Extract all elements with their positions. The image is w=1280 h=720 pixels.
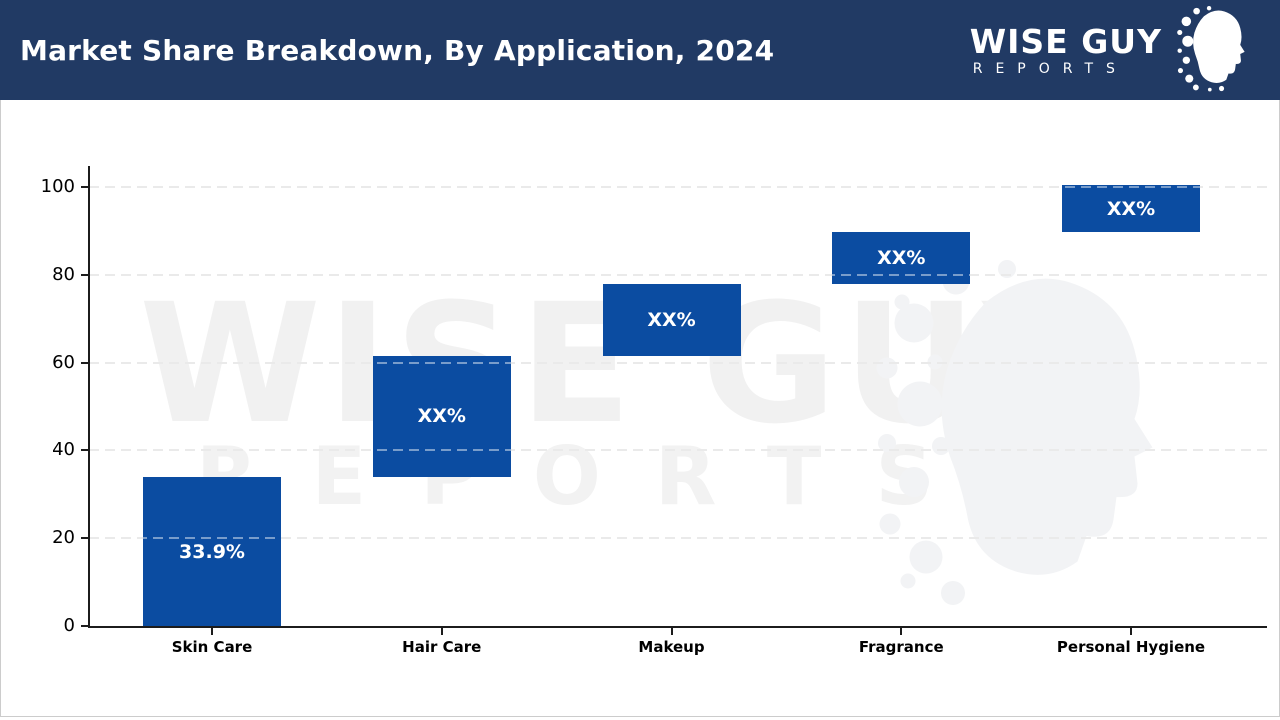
watermark-subtitle: REPORTS	[196, 430, 988, 523]
bar: 33.9%	[143, 477, 281, 626]
logo-head-icon	[1177, 6, 1245, 92]
wiseguy-logo: WISE GUY REPORTS	[970, 0, 1268, 100]
chart-region: WISE GUY REPORTS 0 20 40 60 80 100 33.9% Skin C…	[0, 100, 1280, 717]
y-tick-label: 80	[52, 263, 75, 285]
y-tick-label: 100	[40, 176, 75, 197]
y-axis-tick	[81, 537, 89, 540]
bar-value-label: XX%	[417, 405, 466, 428]
x-axis-tick	[900, 628, 903, 635]
bar-value-label: 33.9%	[179, 540, 245, 563]
bar: XX%	[1062, 185, 1200, 232]
y-axis-tick	[81, 361, 89, 364]
y-axis-tick	[81, 186, 89, 188]
bar: XX%	[832, 231, 971, 285]
watermark-head-icon	[876, 260, 1153, 605]
bar: XX%	[372, 355, 511, 478]
y-axis-tick	[81, 449, 89, 452]
gridline-overlay	[89, 186, 1267, 188]
y-axis-tick	[81, 273, 89, 276]
gridline	[89, 449, 1267, 452]
plot-area: 0 20 40 60 80 100 33.9% Skin Care XX% Hair Care XX…	[1, 100, 1279, 716]
bar-value-label: XX%	[647, 309, 696, 331]
y-tick-label: 20	[52, 527, 75, 549]
x-axis-tick	[670, 628, 673, 635]
x-category-label: Hair Care	[402, 638, 482, 656]
x-category-label: Personal Hygiene	[1056, 638, 1206, 656]
logo-subtitle: REPORTS	[972, 60, 1128, 77]
y-tick-label: 60	[52, 351, 75, 373]
bar-value-label: XX%	[1106, 197, 1156, 220]
bar-value-label: XX%	[877, 247, 926, 270]
x-axis-tick	[1130, 628, 1132, 635]
y-axis-tick	[81, 625, 89, 627]
y-axis	[88, 166, 90, 628]
gridline-overlay	[89, 273, 1267, 276]
gridline	[89, 537, 1267, 540]
x-axis	[88, 626, 1267, 628]
gridline-overlay	[89, 537, 1267, 540]
x-category-label: Skin Care	[171, 638, 253, 656]
chart-title: Market Share Breakdown, By Application, …	[20, 33, 775, 67]
logo-wordmark: WISE GUY	[969, 21, 1162, 61]
y-tick-label: 40	[52, 439, 75, 461]
gridline	[89, 361, 1267, 364]
x-category-label: Makeup	[638, 638, 705, 656]
y-tick-label: 0	[63, 615, 75, 636]
bar: XX%	[602, 284, 741, 356]
gridline-overlay	[89, 449, 1267, 452]
x-axis-tick	[211, 628, 213, 635]
x-category-label: Fragrance	[858, 638, 944, 656]
gridline	[89, 273, 1267, 276]
x-axis-tick	[440, 628, 443, 635]
gridline	[89, 186, 1267, 188]
gridline-overlay	[89, 361, 1267, 364]
header-bar: Market Share Breakdown, By Application, …	[0, 0, 1280, 100]
